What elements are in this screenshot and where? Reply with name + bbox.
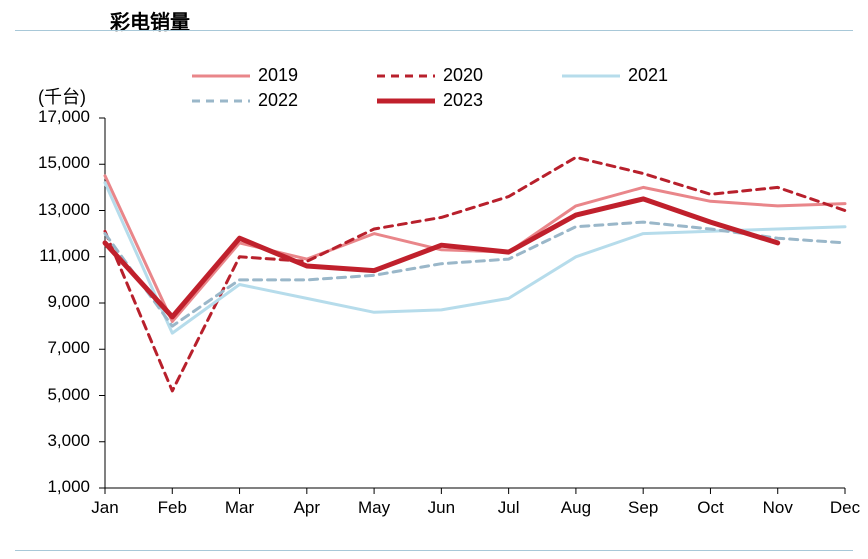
chart-plot [0, 0, 868, 559]
series-2022 [105, 222, 845, 326]
series-2021 [105, 183, 845, 333]
series-2020 [105, 157, 845, 391]
